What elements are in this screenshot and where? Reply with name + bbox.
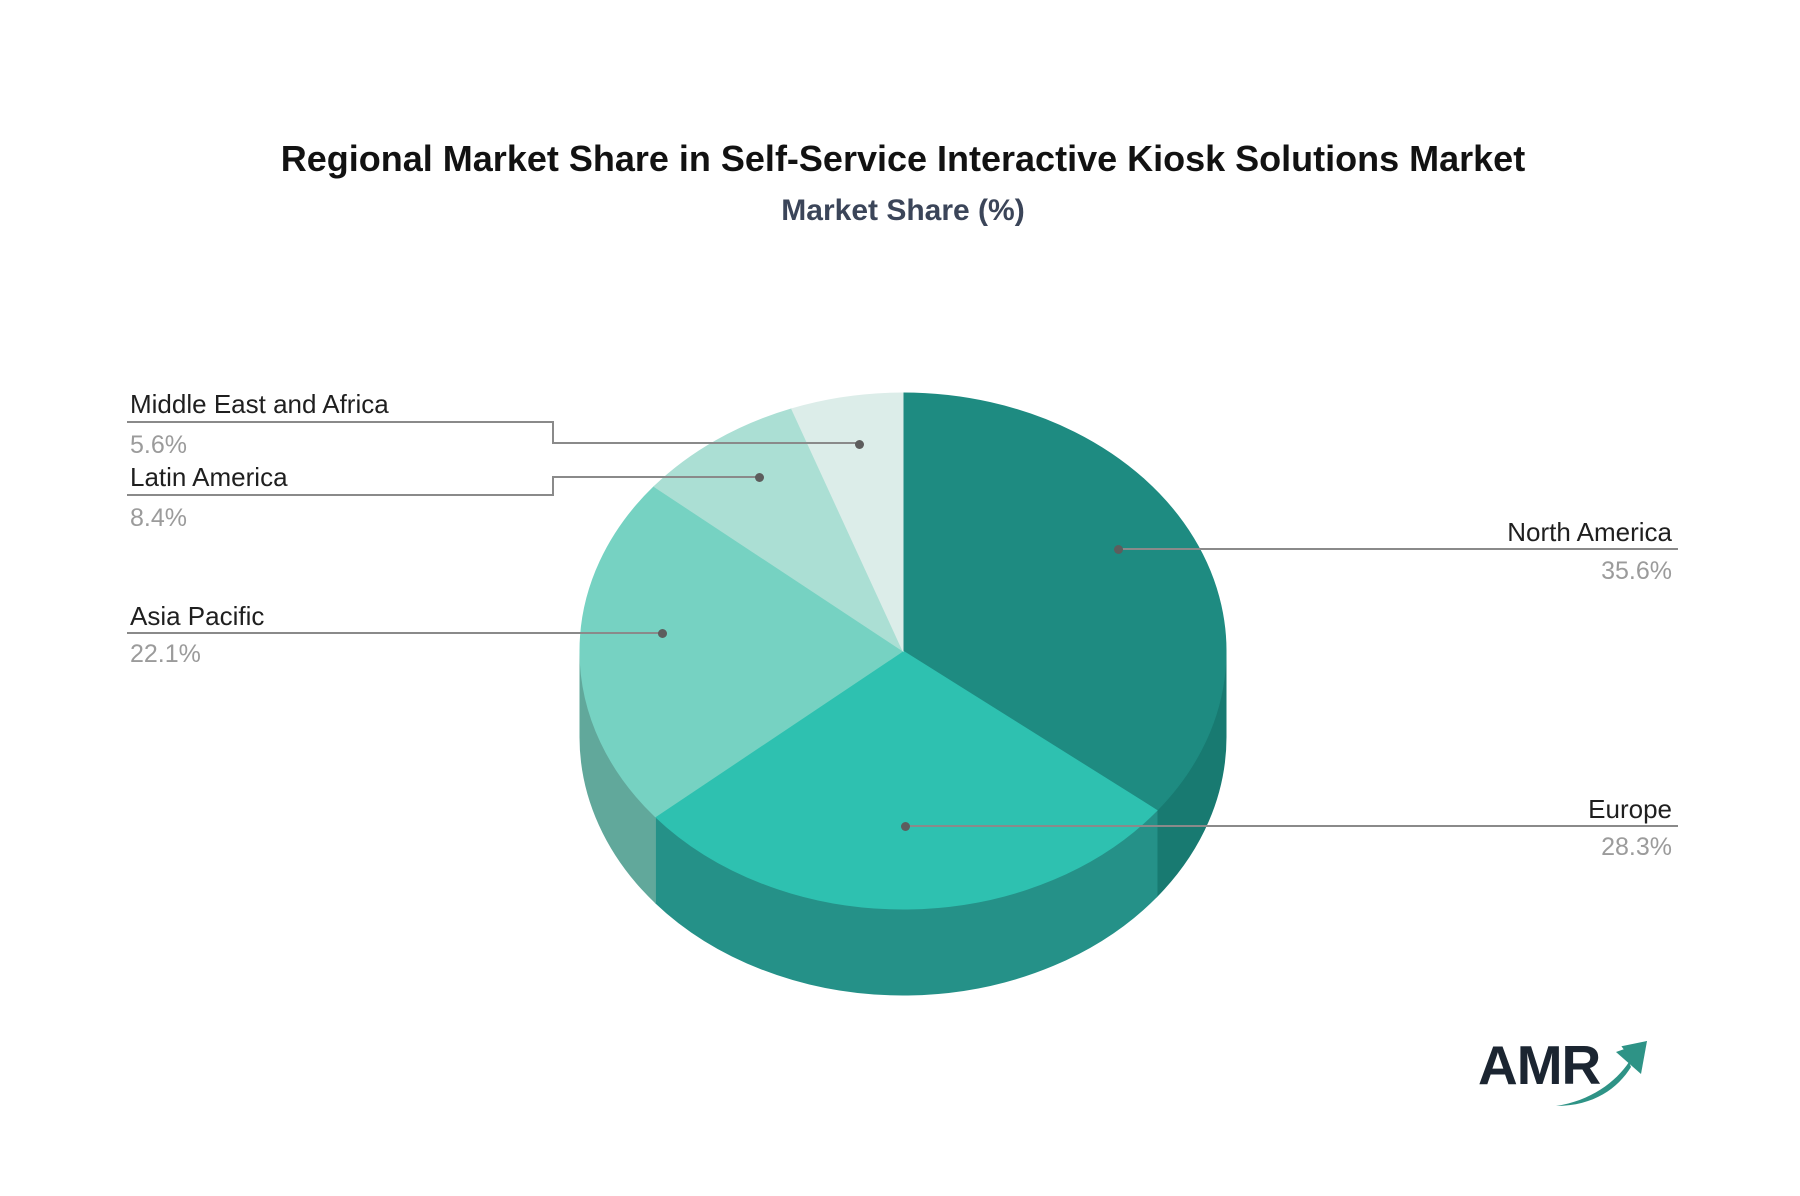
slice-value-latin-america: 8.4% xyxy=(130,504,187,532)
pie-slice-europe[interactable] xyxy=(654,650,1158,910)
slice-label-north-america: North America xyxy=(1507,517,1672,547)
leader-line-asia-pacific xyxy=(127,632,662,634)
leader-elbow-latin-america xyxy=(552,476,554,496)
slice-value-north-america: 35.6% xyxy=(1601,557,1672,585)
pie-slice-latin-america[interactable] xyxy=(653,408,905,653)
amr-logo-text: AMR xyxy=(1478,1034,1601,1096)
leader-underline-middle-east-and-africa xyxy=(127,421,554,423)
leader-line-north-america xyxy=(1118,548,1678,550)
slice-value-europe: 28.3% xyxy=(1601,833,1672,861)
slice-label-middle-east-and-africa: Middle East and Africa xyxy=(130,389,389,419)
trending-up-arrow-icon xyxy=(1556,1041,1647,1106)
slice-value-asia-pacific: 22.1% xyxy=(130,640,201,668)
leader-dot-asia-pacific xyxy=(658,629,667,638)
pie-slice-north-america[interactable] xyxy=(902,392,1227,812)
leader-dot-latin-america xyxy=(755,473,764,482)
amr-logo: AMR xyxy=(1478,1038,1658,1113)
leader-line-europe xyxy=(905,825,1678,827)
leader-elbow-middle-east-and-africa xyxy=(552,421,554,444)
slice-label-asia-pacific: Asia Pacific xyxy=(130,601,265,631)
leader-line-latin-america xyxy=(552,476,761,478)
leader-line-middle-east-and-africa xyxy=(552,442,861,444)
leader-underline-latin-america xyxy=(127,494,554,496)
slice-label-europe: Europe xyxy=(1588,794,1672,824)
pie-slice-middle-east-and-africa[interactable] xyxy=(790,392,904,652)
chart-title: Regional Market Share in Self-Service In… xyxy=(280,138,1526,179)
chart-subtitle: Market Share (%) xyxy=(781,194,1025,227)
leader-dot-europe xyxy=(901,822,910,831)
slice-value-middle-east-and-africa: 5.6% xyxy=(130,431,187,459)
slice-label-latin-america: Latin America xyxy=(130,462,288,492)
leader-dot-north-america xyxy=(1114,545,1123,554)
leader-dot-middle-east-and-africa xyxy=(855,440,864,449)
pie-slice-asia-pacific[interactable] xyxy=(579,485,904,818)
